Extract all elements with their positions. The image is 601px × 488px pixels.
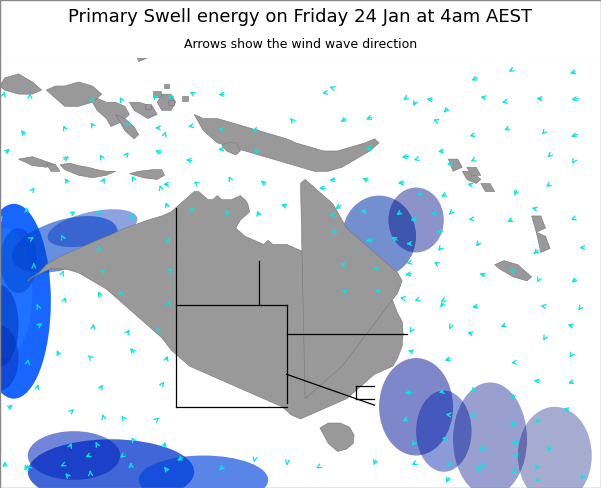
Ellipse shape [28, 431, 120, 480]
Polygon shape [462, 171, 481, 183]
Polygon shape [46, 163, 60, 171]
Polygon shape [182, 96, 188, 101]
Polygon shape [163, 83, 169, 88]
Ellipse shape [388, 187, 444, 252]
Polygon shape [93, 98, 129, 126]
Polygon shape [145, 104, 151, 109]
Polygon shape [320, 423, 354, 451]
Ellipse shape [416, 390, 472, 472]
Polygon shape [168, 100, 174, 105]
Polygon shape [153, 91, 161, 98]
Polygon shape [448, 159, 462, 171]
Ellipse shape [379, 358, 453, 455]
Polygon shape [28, 192, 403, 419]
Ellipse shape [518, 407, 592, 488]
Polygon shape [134, 45, 148, 61]
Ellipse shape [0, 228, 32, 358]
Polygon shape [60, 163, 115, 178]
Polygon shape [300, 180, 402, 399]
Ellipse shape [28, 439, 194, 488]
Text: Primary Swell energy on Friday 24 Jan at 4am AEST: Primary Swell energy on Friday 24 Jan at… [69, 8, 532, 26]
Polygon shape [19, 157, 55, 167]
Polygon shape [129, 170, 165, 180]
Polygon shape [46, 82, 102, 106]
Polygon shape [536, 232, 550, 252]
Polygon shape [157, 94, 175, 110]
Ellipse shape [139, 455, 268, 488]
Polygon shape [115, 114, 139, 139]
Polygon shape [532, 216, 546, 232]
Polygon shape [194, 114, 379, 171]
Polygon shape [0, 74, 41, 94]
Polygon shape [495, 261, 532, 281]
Ellipse shape [0, 285, 19, 366]
Polygon shape [467, 167, 481, 175]
Polygon shape [481, 183, 495, 192]
Ellipse shape [453, 383, 527, 488]
Ellipse shape [12, 216, 118, 273]
Polygon shape [222, 143, 240, 155]
Ellipse shape [0, 204, 51, 399]
Ellipse shape [47, 209, 138, 247]
Text: Arrows show the wind wave direction: Arrows show the wind wave direction [184, 39, 417, 51]
Polygon shape [129, 102, 157, 119]
Ellipse shape [342, 196, 416, 277]
Ellipse shape [0, 228, 37, 293]
Ellipse shape [0, 325, 19, 390]
